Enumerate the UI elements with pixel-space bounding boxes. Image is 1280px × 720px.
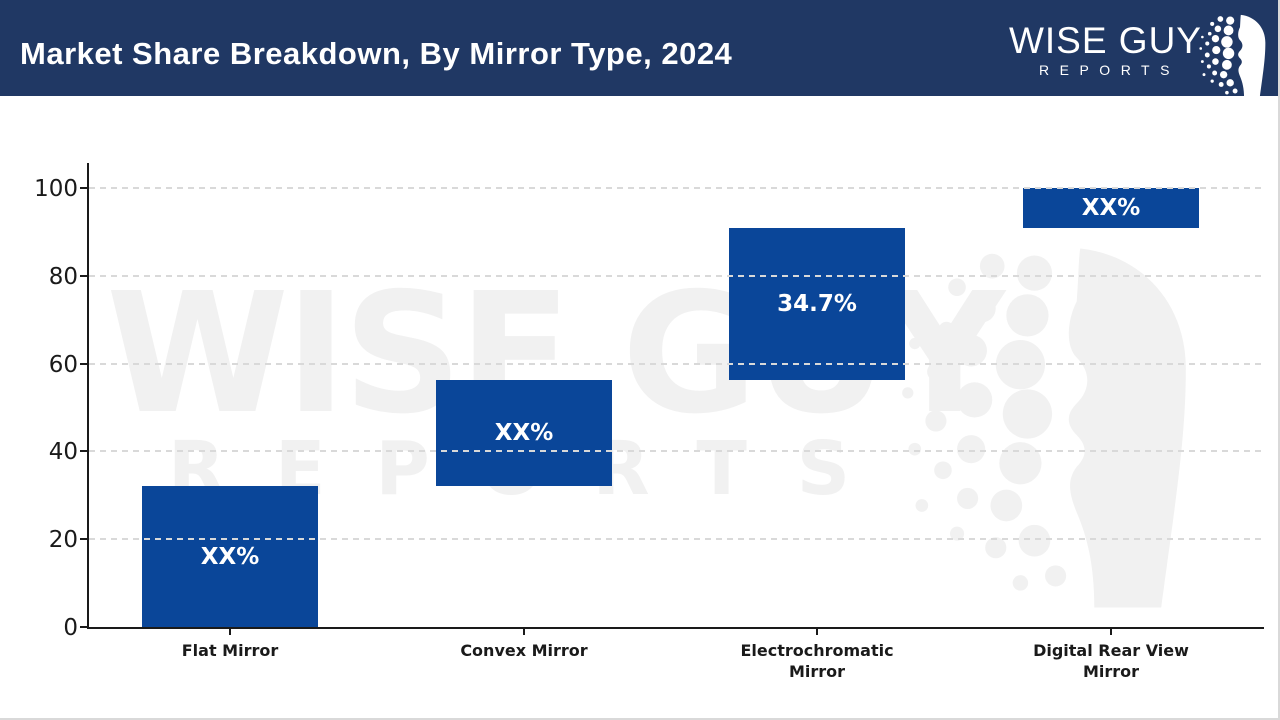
- logo-text: WISE GUY REPORTS: [1009, 22, 1202, 78]
- gridline-80: [89, 275, 1264, 277]
- bar-value-label: XX%: [1081, 195, 1141, 221]
- bar-flat-mirror: XX%: [142, 486, 318, 627]
- y-axis-line: [87, 163, 89, 629]
- logo-wiseguy-text: WISE GUY: [1008, 20, 1202, 61]
- header-bar: Market Share Breakdown, By Mirror Type, …: [0, 0, 1280, 99]
- logo-face-icon: [1199, 14, 1266, 99]
- bar-value-label: XX%: [200, 543, 260, 570]
- y-tick-mark: [80, 275, 87, 277]
- wiseguy-reports-logo: WISE GUY REPORTS: [1008, 6, 1270, 99]
- y-tick-label-40: 40: [48, 439, 78, 465]
- x-axis-line: [87, 627, 1264, 629]
- bar-electrochromatic-mirror: 34.7%: [729, 228, 905, 380]
- category-label-flat-mirror: Flat Mirror: [181, 641, 279, 660]
- category-label-digital-rear-view-mirror: Digital Rear View Mirror: [1033, 641, 1189, 681]
- y-tick-mark: [80, 187, 87, 189]
- y-tick-mark: [80, 626, 87, 628]
- category-label-convex-mirror: Convex Mirror: [460, 641, 588, 660]
- bar-digital-rear-view-mirror: XX%: [1023, 188, 1199, 228]
- x-tick-mark: [229, 629, 231, 635]
- y-tick-mark: [80, 450, 87, 452]
- bar-convex-mirror: XX%: [436, 380, 612, 486]
- y-tick-mark: [80, 538, 87, 540]
- x-tick-mark: [1110, 629, 1112, 635]
- category-label-electrochromatic-mirror: Electrochromatic Mirror: [740, 641, 894, 681]
- y-tick-label-100: 100: [34, 176, 78, 202]
- logo-reports-text: REPORTS: [1039, 62, 1180, 78]
- y-tick-label-0: 0: [63, 615, 78, 641]
- bar-value-label: XX%: [494, 420, 554, 446]
- y-tick-label-20: 20: [48, 527, 78, 553]
- y-tick-mark: [80, 363, 87, 365]
- x-tick-mark: [523, 629, 525, 635]
- gridline-20: [89, 538, 1264, 540]
- gridline-40: [89, 450, 1264, 452]
- chart-title: Market Share Breakdown, By Mirror Type, …: [20, 36, 733, 71]
- bar-value-label: 34.7%: [777, 291, 857, 317]
- y-tick-label-60: 60: [48, 352, 78, 378]
- x-tick-mark: [816, 629, 818, 635]
- gridline-100: [89, 187, 1264, 189]
- gridline-60: [89, 363, 1264, 365]
- y-tick-label-80: 80: [48, 264, 78, 290]
